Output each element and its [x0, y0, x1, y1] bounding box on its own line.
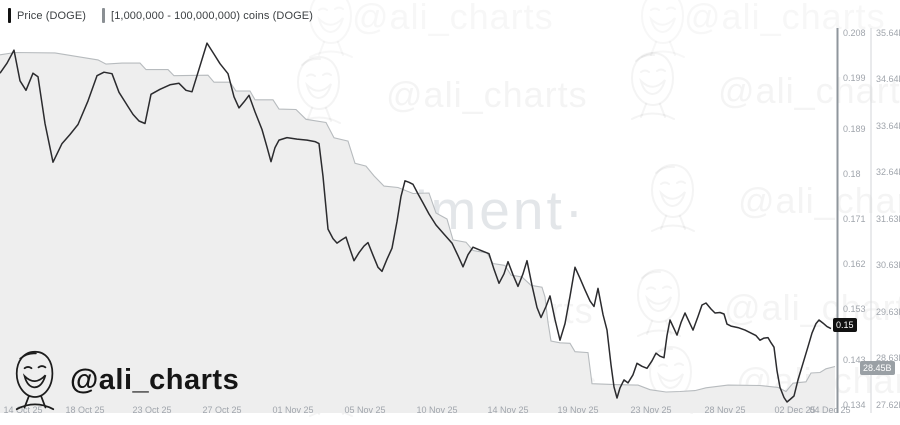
legend: Price (DOGE) [1,000,000 - 100,000,000) c…: [8, 8, 313, 23]
supply-area: [0, 52, 835, 413]
supply-tick: 28.63B: [876, 353, 900, 364]
price-tick: 0.189: [843, 123, 866, 134]
price-current-value-badge: 0.15: [833, 317, 857, 332]
date-tick: 14 Nov 25: [487, 405, 529, 415]
date-tick: 27 Oct 25: [202, 405, 242, 415]
supply-tick: 30.63B: [876, 260, 900, 271]
date-tick: 04 Dec 25: [809, 405, 851, 415]
price-tick: 0.171: [843, 214, 866, 224]
price-tick: 0.208: [843, 28, 866, 38]
price-tick: 0.162: [843, 259, 866, 270]
date-tick: 10 Nov 25: [416, 405, 458, 415]
supply-current-value-badge: 28.45B: [860, 360, 895, 375]
supply-series-marker: [102, 8, 106, 23]
date-tick: 23 Oct 25: [132, 405, 172, 415]
supply-tick: 34.64B: [876, 74, 900, 85]
price-series-marker: [8, 8, 11, 23]
date-tick: 05 Nov 25: [344, 405, 386, 415]
price-tick: 0.199: [843, 73, 866, 84]
date-tick: 01 Nov 25: [272, 405, 314, 415]
date-tick: 28 Nov 25: [704, 405, 746, 415]
date-tick: 23 Nov 25: [630, 405, 672, 415]
date-tick: 19 Nov 25: [557, 405, 599, 415]
price-tick: 0.143: [843, 354, 866, 365]
supply-tick: 35.64B: [876, 28, 900, 38]
supply-series-label: [1,000,000 - 100,000,000) coins (DOGE): [111, 9, 313, 22]
date-tick: 14 Oct 25: [3, 405, 43, 415]
price-tick: 0.153: [843, 304, 866, 315]
supply-tick: 27.62B: [876, 400, 900, 410]
price-line: [0, 42, 832, 403]
supply-tick: 29.63B: [876, 306, 900, 317]
laughing-face-icon: [15, 350, 55, 411]
supply-tick: 32.64B: [876, 167, 900, 178]
price-series-label: Price (DOGE): [17, 9, 87, 22]
date-tick: 18 Oct 25: [65, 405, 105, 415]
price-tick: 0.18: [843, 168, 861, 179]
supply-tick: 33.64B: [876, 120, 900, 131]
date-tick: 02 Dec 25: [774, 405, 816, 415]
supply-tick: 31.63B: [876, 214, 900, 224]
author-handle: @ali_charts: [70, 363, 240, 396]
legend-item-supply[interactable]: [1,000,000 - 100,000,000) coins (DOGE): [102, 8, 313, 23]
author-logo: @ali_charts: [8, 347, 239, 413]
price-tick: 0.134: [843, 400, 866, 410]
legend-item-price[interactable]: Price (DOGE): [8, 8, 86, 23]
